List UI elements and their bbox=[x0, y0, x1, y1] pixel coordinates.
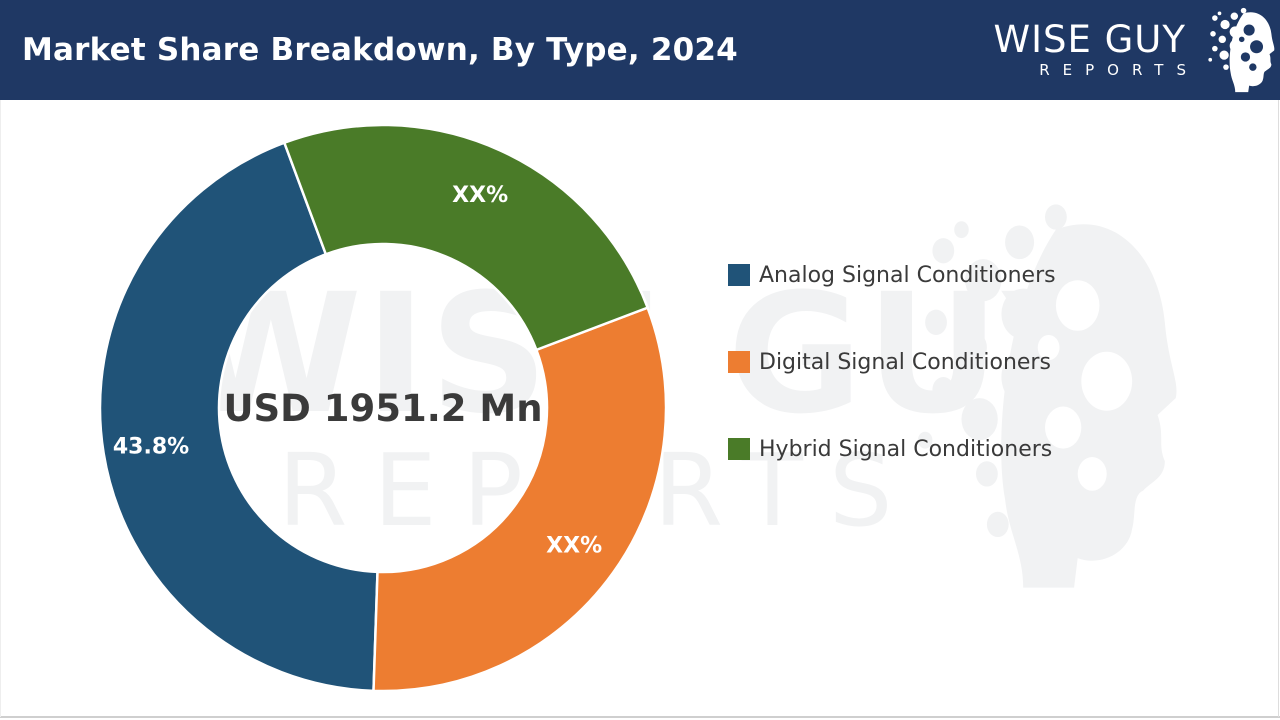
logo-tagline-text: REPORTS bbox=[1039, 61, 1199, 79]
legend-label-hybrid: Hybrid Signal Conditioners bbox=[759, 436, 1053, 462]
segment-percentage-label: XX% bbox=[452, 183, 508, 208]
legend-swatch-analog bbox=[728, 264, 750, 286]
segment-percentage-label: 43.8% bbox=[113, 435, 189, 460]
legend-label-analog: Analog Signal Conditioners bbox=[759, 262, 1056, 288]
page-title: Market Share Breakdown, By Type, 2024 bbox=[22, 32, 738, 68]
donut-segment-digital-signal-conditioners bbox=[372, 306, 668, 693]
logo-head-icon bbox=[1208, 7, 1275, 93]
legend-label-digital: Digital Signal Conditioners bbox=[759, 349, 1051, 375]
segment-percentage-label: XX% bbox=[546, 534, 602, 559]
wise-guy-reports-logo: WISE GUY REPORTS bbox=[994, 0, 1276, 100]
donut-segment-analog-signal-conditioners bbox=[98, 141, 379, 693]
donut-segment-hybrid-signal-conditioners bbox=[282, 123, 650, 352]
right-border-line bbox=[1278, 100, 1279, 717]
chart-center-value: USD 1951.2 Mn bbox=[223, 387, 542, 430]
legend-item-analog: Analog Signal Conditioners bbox=[728, 261, 1056, 289]
logo-text: WISE GUY REPORTS bbox=[993, 18, 1186, 80]
legend-swatch-hybrid bbox=[728, 438, 750, 460]
watermark-head-graphic bbox=[896, 204, 1177, 588]
legend-item-hybrid: Hybrid Signal Conditioners bbox=[728, 435, 1056, 463]
legend-item-digital: Digital Signal Conditioners bbox=[728, 348, 1056, 376]
bottom-border-line bbox=[0, 716, 1280, 718]
left-border-line bbox=[0, 100, 1, 717]
header-bar: Market Share Breakdown, By Type, 2024 bbox=[0, 0, 1280, 100]
chart-legend: Analog Signal Conditioners Digital Signa… bbox=[728, 261, 1056, 522]
legend-swatch-digital bbox=[728, 351, 750, 373]
logo-name-text: WISE GUY bbox=[993, 18, 1186, 61]
